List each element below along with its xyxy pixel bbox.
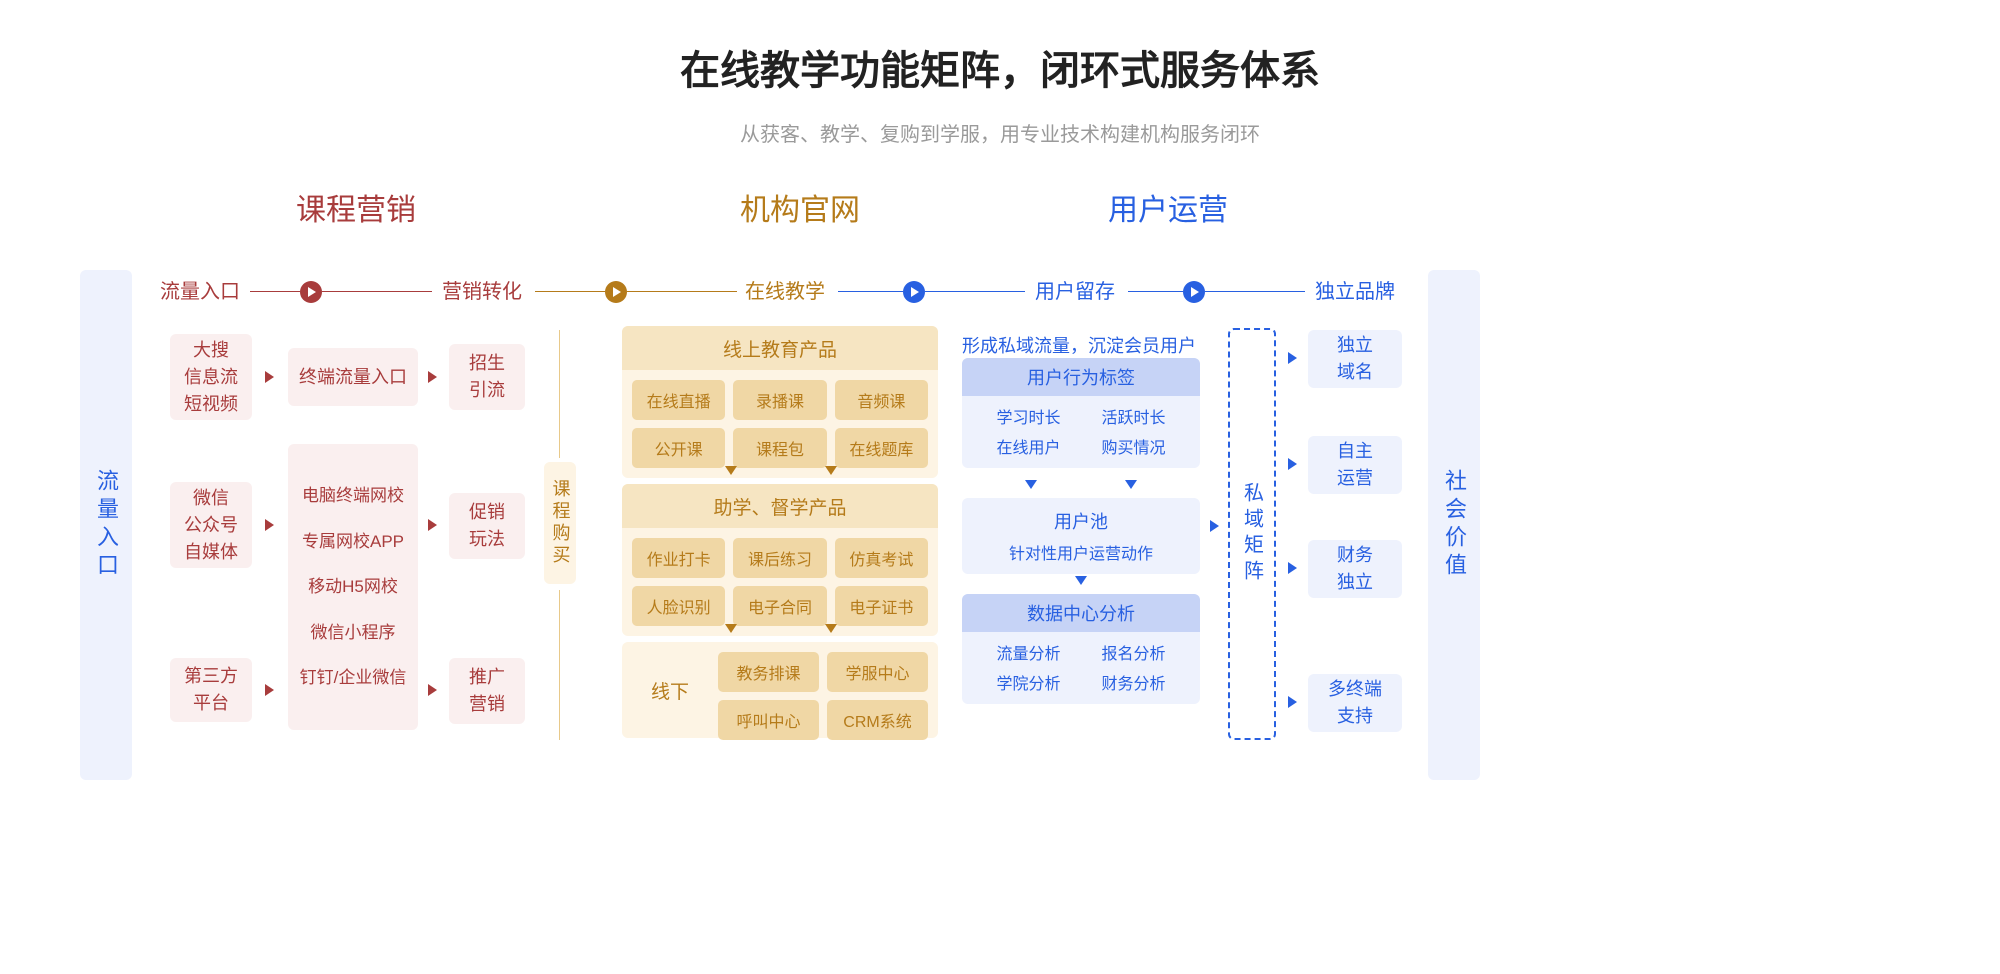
spread: 推广 营销 <box>449 658 525 724</box>
sub-header-row: 流量入口 营销转化 在线教学 用户留存 独立品牌 <box>0 275 2000 309</box>
chip: 电子合同 <box>733 586 826 626</box>
retain-caption: 形成私域流量，沉淀会员用户 <box>962 332 1196 358</box>
section-operations: 用户运营 <box>1108 185 1228 229</box>
section-marketing: 课程营销 <box>296 185 416 229</box>
caret-right-icon <box>265 684 274 696</box>
sub-retain: 用户留存 <box>1035 275 1115 304</box>
caret-right-icon <box>265 519 274 531</box>
recruit: 招生 引流 <box>449 344 525 410</box>
list-item: 微信小程序 <box>311 620 396 646</box>
terminal-list: 电脑终端网校 专属网校APP 移动H5网校 微信小程序 钉钉/企业微信 <box>288 444 418 730</box>
arrow-icon <box>1183 281 1205 303</box>
list-item: 移动H5网校 <box>308 574 398 600</box>
caret-down-icon <box>1075 576 1087 585</box>
chip: CRM系统 <box>827 700 928 740</box>
caret-right-icon <box>1288 458 1297 470</box>
section-website: 机构官网 <box>740 185 860 229</box>
chip: 音频课 <box>835 380 928 420</box>
offline-panel: 线下 教务排课 学服中心 呼叫中心 CRM系统 <box>622 642 938 738</box>
right-pillar: 社会价值 <box>1428 270 1480 780</box>
sub-teach: 在线教学 <box>745 275 825 304</box>
chip: 呼叫中心 <box>718 700 819 740</box>
arrow-icon <box>300 281 322 303</box>
metric: 活跃时长 <box>1101 404 1165 428</box>
list-item: 钉钉/企业微信 <box>300 665 407 691</box>
caret-down-icon <box>825 624 837 633</box>
chip: 电子证书 <box>835 586 928 626</box>
traffic-dasou: 大搜 信息流 短视频 <box>170 334 252 420</box>
list-item: 专属网校APP <box>302 529 404 555</box>
course-buy: 课程购买 <box>544 462 576 584</box>
metric: 学院分析 <box>996 670 1060 694</box>
chip: 录播课 <box>733 380 826 420</box>
caret-right-icon <box>1288 562 1297 574</box>
arrow-icon <box>605 281 627 303</box>
data-center-panel: 数据中心分析 流量分析 报名分析 学院分析 财务分析 <box>962 594 1200 704</box>
chip: 课后练习 <box>733 538 826 578</box>
caret-right-icon <box>428 519 437 531</box>
left-pillar: 流量入口 <box>80 270 132 780</box>
chip: 作业打卡 <box>632 538 725 578</box>
promo: 促销 玩法 <box>449 493 525 559</box>
sub-traffic: 流量入口 <box>160 275 240 304</box>
study-products-panel: 助学、督学产品 作业打卡 课后练习 仿真考试 人脸识别 电子合同 电子证书 <box>622 484 938 636</box>
main-title: 在线教学功能矩阵，闭环式服务体系 <box>0 0 2000 96</box>
caret-right-icon <box>1288 696 1297 708</box>
metric: 购买情况 <box>1101 434 1165 458</box>
metric: 财务分析 <box>1101 670 1165 694</box>
caret-right-icon <box>428 371 437 383</box>
private-domain-matrix: 私域矩阵 <box>1228 328 1276 740</box>
caret-down-icon <box>725 624 737 633</box>
online-products-panel: 线上教育产品 在线直播 录播课 音频课 公开课 课程包 在线题库 <box>622 326 938 478</box>
caret-down-icon <box>725 466 737 475</box>
traffic-3rd: 第三方 平台 <box>170 658 252 722</box>
divider <box>559 330 560 458</box>
arrow-icon <box>903 281 925 303</box>
section-headers: 课程营销 机构官网 用户运营 <box>0 185 2000 235</box>
subtitle: 从获客、教学、复购到学服，用专业技术构建机构服务闭环 <box>0 118 2000 147</box>
brand-finance: 财务 独立 <box>1308 540 1402 598</box>
sub-convert: 营销转化 <box>442 275 522 304</box>
caret-down-icon <box>1025 480 1037 489</box>
metric: 在线用户 <box>996 434 1060 458</box>
divider <box>559 590 560 740</box>
chip: 学服中心 <box>827 652 928 692</box>
caret-right-icon <box>1288 352 1297 364</box>
behavior-panel: 用户行为标签 学习时长 活跃时长 在线用户 购买情况 <box>962 358 1200 468</box>
chip: 人脸识别 <box>632 586 725 626</box>
caret-right-icon <box>1210 520 1219 532</box>
brand-operate: 自主 运营 <box>1308 436 1402 494</box>
traffic-wechat: 微信 公众号 自媒体 <box>170 482 252 568</box>
chip: 教务排课 <box>718 652 819 692</box>
chip: 课程包 <box>733 428 826 468</box>
chip: 在线题库 <box>835 428 928 468</box>
chip: 仿真考试 <box>835 538 928 578</box>
metric: 学习时长 <box>996 404 1060 428</box>
caret-right-icon <box>265 371 274 383</box>
chip: 公开课 <box>632 428 725 468</box>
metric: 报名分析 <box>1101 640 1165 664</box>
list-item: 电脑终端网校 <box>302 483 404 509</box>
sub-brand: 独立品牌 <box>1315 275 1395 304</box>
terminal-entry: 终端流量入口 <box>288 348 418 406</box>
caret-down-icon <box>1125 480 1137 489</box>
caret-right-icon <box>428 684 437 696</box>
chip: 在线直播 <box>632 380 725 420</box>
metric: 流量分析 <box>996 640 1060 664</box>
brand-domain: 独立 域名 <box>1308 330 1402 388</box>
brand-multi: 多终端 支持 <box>1308 674 1402 732</box>
caret-down-icon <box>825 466 837 475</box>
user-pool: 用户池 针对性用户运营动作 <box>962 498 1200 574</box>
